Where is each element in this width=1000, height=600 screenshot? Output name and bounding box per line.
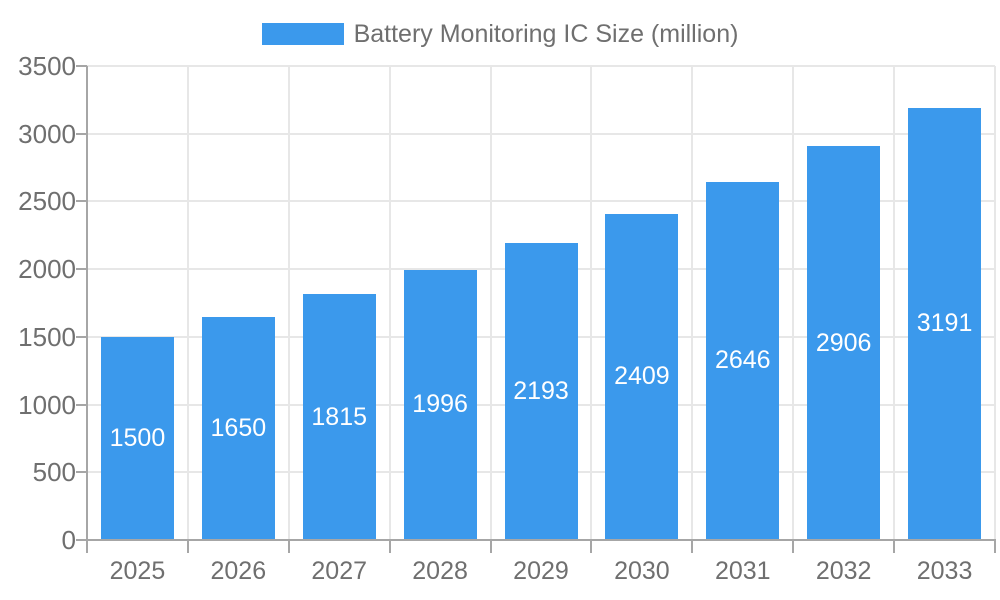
x-tick-label: 2025 [109, 557, 166, 585]
y-axis-tick [76, 403, 87, 406]
x-axis-tick [590, 539, 593, 553]
y-axis-tick [76, 268, 87, 271]
x-axis-tick [388, 539, 391, 553]
h-gridline [87, 200, 995, 203]
bar-value-label: 2409 [614, 362, 670, 391]
x-axis-line [86, 539, 995, 541]
x-tick-label: 2027 [311, 557, 368, 585]
y-axis-tick [76, 200, 87, 203]
y-tick-label: 3500 [18, 51, 76, 81]
y-tick-label: 3000 [18, 118, 76, 149]
x-axis-tick [792, 539, 795, 553]
v-gridline [691, 66, 694, 540]
legend[interactable]: Battery Monitoring IC Size (million) [0, 16, 1000, 52]
bar-2026[interactable]: 1650 [201, 316, 275, 540]
y-axis-tick [76, 335, 87, 338]
y-tick-label: 1000 [18, 389, 76, 420]
bar-2033[interactable]: 3191 [908, 107, 982, 540]
v-gridline [186, 66, 189, 540]
y-axis-tick [76, 471, 87, 474]
x-axis-tick [186, 539, 189, 553]
bar-value-label: 2646 [714, 346, 771, 375]
bar-value-label: 1650 [210, 413, 267, 442]
v-gridline [489, 66, 492, 540]
bar-2030[interactable]: 2409 [605, 213, 679, 540]
x-tick-label: 2033 [916, 557, 973, 585]
x-axis-tick [893, 539, 896, 553]
x-axis-tick [691, 539, 694, 553]
y-tick-label: 500 [32, 457, 76, 488]
x-axis-tick [86, 539, 88, 553]
y-tick-label: 1500 [18, 321, 76, 352]
legend-label: Battery Monitoring IC Size (million) [353, 19, 739, 48]
h-gridline [87, 132, 995, 135]
bar-2027[interactable]: 1815 [302, 294, 376, 540]
bar-value-label: 1996 [412, 390, 468, 419]
y-tick-label: 2500 [18, 186, 76, 217]
x-tick-label: 2028 [412, 557, 468, 585]
x-tick-label: 2031 [714, 557, 771, 585]
x-tick-label: 2026 [210, 557, 267, 585]
v-gridline [388, 66, 391, 540]
bar-2032[interactable]: 2906 [807, 146, 881, 540]
bar-value-label: 1815 [311, 402, 368, 431]
y-axis-tick [76, 132, 87, 135]
y-tick-label: 2000 [18, 254, 76, 285]
bar-value-label: 2193 [513, 377, 569, 405]
x-axis-tick [994, 539, 996, 553]
y-axis-tick [76, 65, 87, 67]
h-gridline [87, 65, 995, 67]
v-gridline [287, 66, 290, 540]
y-axis-line [86, 66, 88, 540]
x-axis-tick [287, 539, 290, 553]
x-tick-label: 2032 [815, 557, 872, 585]
bar-2029[interactable]: 2193 [504, 243, 578, 540]
bar-value-label: 2906 [815, 328, 872, 357]
plot-area: 1500 1650 1815 1996 2193 2409 2646 2906 3191 [76, 65, 996, 553]
y-tick-label: 0 [61, 525, 76, 555]
bar-2028[interactable]: 1996 [403, 269, 477, 540]
v-gridline [792, 66, 795, 540]
legend-swatch [261, 23, 344, 45]
x-tick-label: 2029 [513, 557, 569, 585]
x-axis-tick [489, 539, 492, 553]
v-gridline [590, 66, 593, 540]
bar-2031[interactable]: 2646 [706, 181, 780, 540]
v-gridline [893, 66, 896, 540]
bar-value-label: 1500 [109, 423, 166, 452]
x-tick-label: 2030 [614, 557, 670, 585]
bar-2025[interactable]: 1500 [100, 336, 174, 540]
v-gridline [994, 66, 996, 540]
bar-value-label: 3191 [916, 309, 973, 338]
y-axis-tick [76, 539, 87, 541]
